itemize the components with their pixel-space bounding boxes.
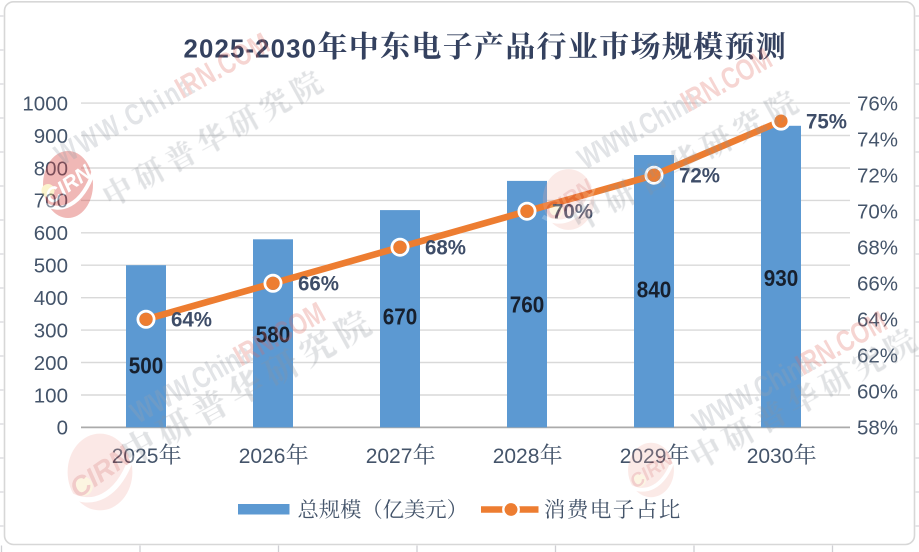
svg-text:75%: 75% bbox=[806, 110, 847, 134]
svg-text:64%: 64% bbox=[171, 308, 212, 332]
svg-text:70%: 70% bbox=[857, 201, 898, 224]
svg-text:500: 500 bbox=[129, 353, 164, 379]
svg-text:2028: 2028 bbox=[493, 445, 540, 468]
svg-text:300: 300 bbox=[34, 319, 68, 342]
svg-text:2030: 2030 bbox=[747, 445, 794, 468]
svg-text:72%: 72% bbox=[857, 165, 898, 188]
svg-text:68%: 68% bbox=[857, 237, 898, 260]
svg-text:760: 760 bbox=[510, 292, 545, 318]
svg-text:1000: 1000 bbox=[22, 92, 68, 115]
svg-text:840: 840 bbox=[637, 277, 672, 303]
svg-text:400: 400 bbox=[34, 287, 68, 310]
svg-text:72%: 72% bbox=[679, 164, 720, 188]
svg-text:930: 930 bbox=[764, 265, 799, 291]
svg-text:76%: 76% bbox=[857, 92, 898, 115]
svg-text:60%: 60% bbox=[857, 381, 898, 404]
svg-text:600: 600 bbox=[34, 222, 68, 245]
svg-text:100: 100 bbox=[34, 384, 68, 407]
svg-text:200: 200 bbox=[34, 352, 68, 375]
svg-text:0: 0 bbox=[57, 417, 68, 440]
svg-text:74%: 74% bbox=[857, 128, 898, 151]
svg-text:66%: 66% bbox=[857, 273, 898, 296]
svg-text:58%: 58% bbox=[857, 417, 898, 440]
svg-text:500: 500 bbox=[34, 255, 68, 278]
svg-text:66%: 66% bbox=[298, 272, 339, 296]
svg-text:68%: 68% bbox=[425, 236, 466, 260]
svg-text:2027: 2027 bbox=[366, 445, 413, 468]
svg-text:62%: 62% bbox=[857, 345, 898, 368]
svg-text:670: 670 bbox=[383, 304, 418, 330]
svg-text:2026: 2026 bbox=[239, 445, 286, 468]
